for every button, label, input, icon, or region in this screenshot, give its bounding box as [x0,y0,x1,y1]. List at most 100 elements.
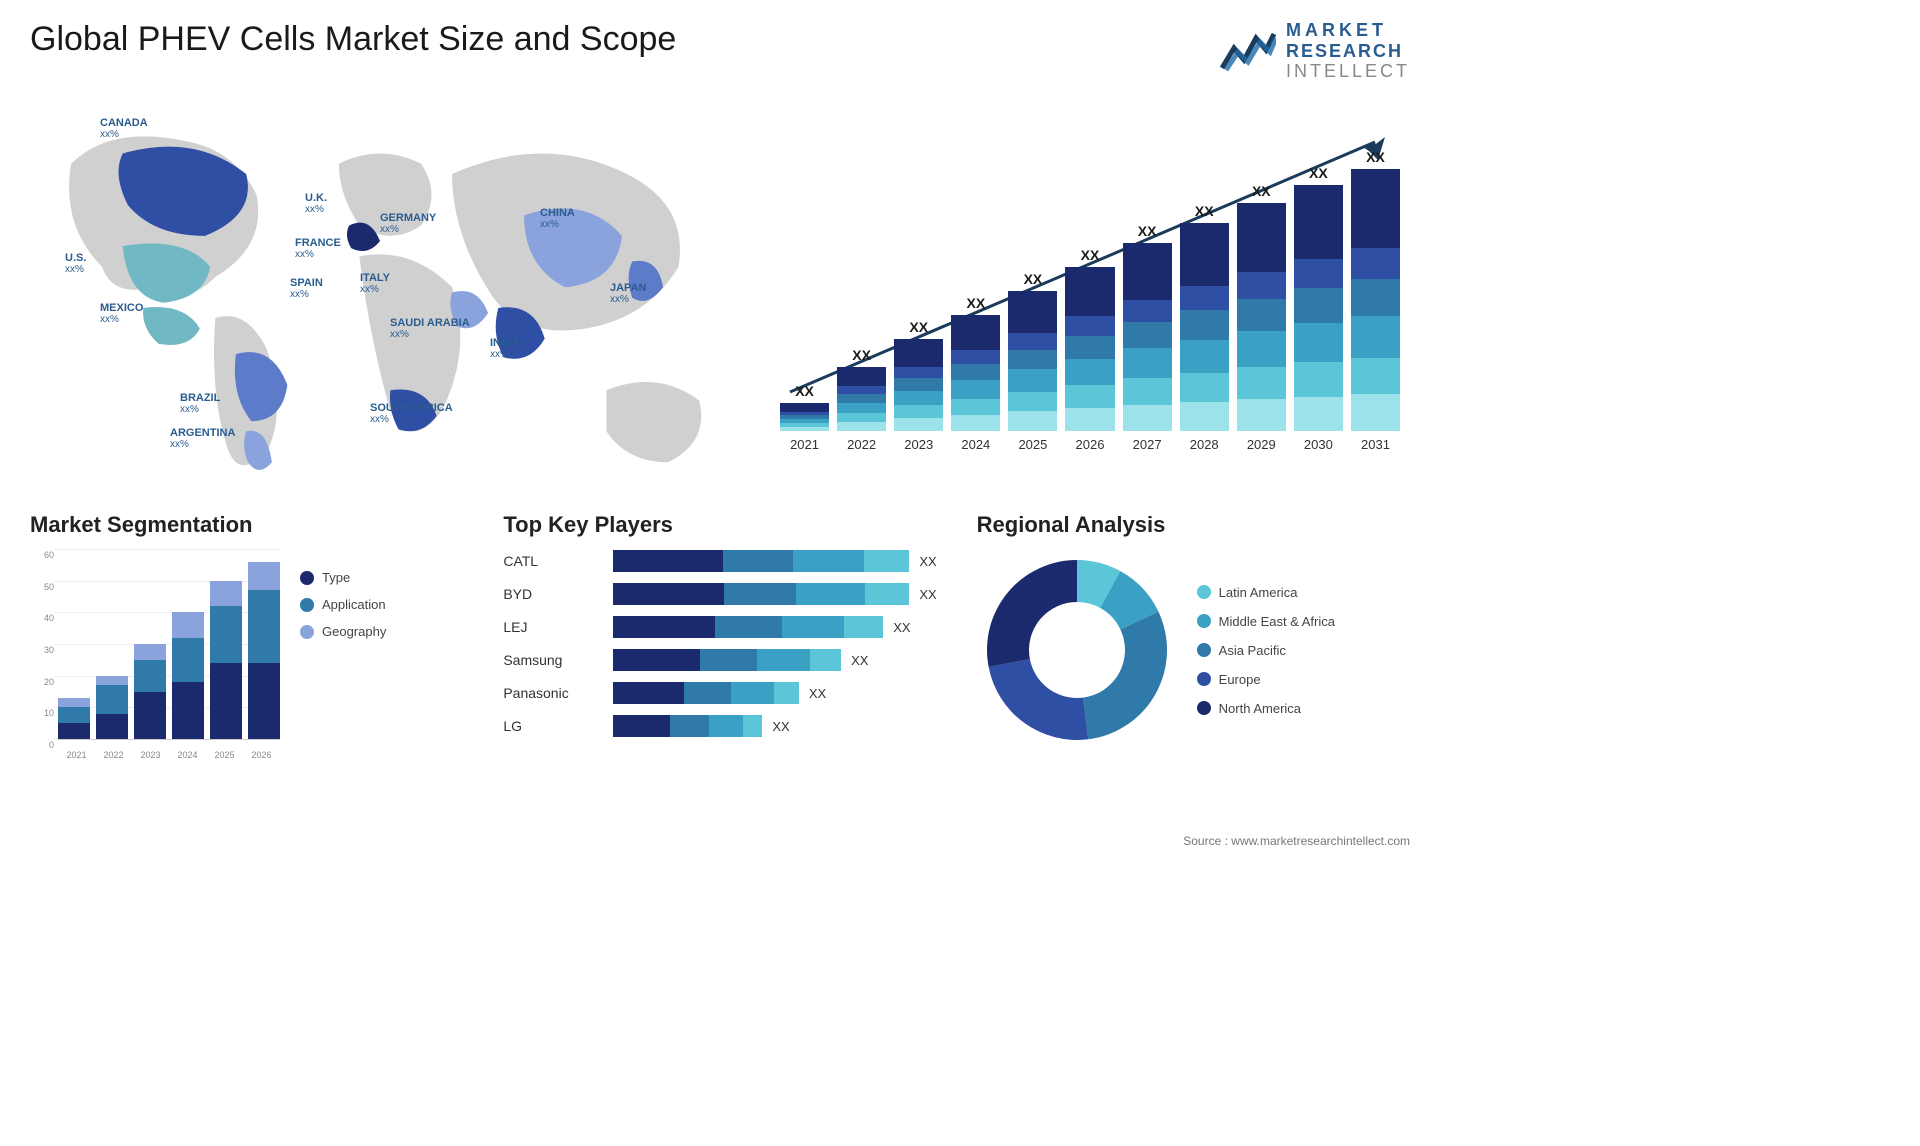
regional-legend-item: North America [1197,701,1335,716]
kp-bar-segment [700,649,756,671]
kp-bar-row: XX [613,715,936,737]
logo-mark-icon [1220,28,1276,74]
seg-x-label: 2026 [243,750,280,760]
kp-bar-row: XX [613,550,936,572]
growth-bar-segment [1065,336,1114,359]
growth-bar-segment [894,378,943,391]
seg-bar-column [134,644,166,739]
logo-text-2: RESEARCH [1286,41,1410,62]
seg-x-label: 2025 [206,750,243,760]
seg-legend-item: Geography [300,624,386,639]
growth-bar-segment [951,415,1000,431]
seg-bar-column [172,612,204,739]
seg-bar-segment [96,685,128,714]
growth-bar-segment [1294,185,1343,259]
key-players-bar-chart: XXXXXXXXXXXX [613,550,936,737]
growth-bar-column: XX2029 [1237,183,1286,452]
seg-bar-segment [210,581,242,606]
map-country-label: FRANCExx% [295,237,341,260]
seg-bar-segment [248,663,280,739]
map-country-label: CANADAxx% [100,117,148,140]
growth-bar-column: XX2023 [894,319,943,452]
seg-bar-segment [58,723,90,739]
kp-bar-value: XX [919,554,936,569]
growth-bar-segment [837,394,886,403]
growth-bar-segment [1351,279,1400,316]
seg-x-label: 2022 [95,750,132,760]
growth-bar-chart: XX2021XX2022XX2023XX2024XX2025XX2026XX20… [770,102,1410,482]
kp-bar-segment [864,550,909,572]
kp-bar-segment [723,550,794,572]
growth-bar-segment [951,350,1000,364]
kp-bar-row: XX [613,616,936,638]
seg-bar-segment [134,660,166,692]
growth-bar-column: XX2026 [1065,247,1114,452]
growth-bar-segment [1065,267,1114,316]
growth-bar-year: 2023 [904,437,933,452]
kp-bar-segment [684,682,732,704]
growth-bar-segment [1237,203,1286,271]
kp-bar-segment [613,616,714,638]
seg-bar-column [96,676,128,739]
growth-bar-segment [1180,223,1229,285]
source-citation: Source : www.marketresearchintellect.com [1183,834,1410,848]
kp-bar-segment [865,583,909,605]
growth-bar-segment [1237,399,1286,431]
kp-bar-segment [709,715,743,737]
growth-bar-segment [1123,378,1172,404]
seg-bar-segment [172,638,204,682]
growth-bar-year: 2025 [1018,437,1047,452]
seg-bar-segment [134,644,166,660]
growth-bar-value: XX [1138,223,1157,239]
map-country-label: JAPANxx% [610,282,646,305]
kp-bar-segment [793,550,864,572]
key-players-heading: Top Key Players [503,512,936,538]
growth-bar-segment [1351,248,1400,279]
growth-bar-segment [1237,299,1286,331]
seg-y-tick: 10 [44,708,54,718]
seg-bar-segment [58,698,90,708]
growth-bar-year: 2026 [1076,437,1105,452]
growth-bar-segment [1180,286,1229,311]
seg-y-tick: 40 [44,613,54,623]
growth-bar-segment [1123,300,1172,323]
growth-bar-column: XX2021 [780,383,829,452]
seg-bar-segment [172,682,204,739]
kp-bar-segment [613,583,724,605]
seg-bar-segment [210,606,242,663]
growth-bar-segment [837,386,886,394]
map-country-label: SOUTH AFRICAxx% [370,402,453,425]
growth-bar-segment [951,399,1000,415]
kp-player-label: Panasonic [503,682,593,704]
seg-bar-segment [96,714,128,739]
growth-bar-segment [780,427,829,431]
growth-bar-column: XX2030 [1294,165,1343,452]
kp-bar-segment [670,715,709,737]
growth-bar-segment [1180,402,1229,431]
key-players-panel: Top Key Players CATLBYDLEJSamsungPanason… [503,512,936,760]
segmentation-panel: Market Segmentation 0102030405060 202120… [30,512,463,760]
regional-legend: Latin AmericaMiddle East & AfricaAsia Pa… [1197,585,1335,716]
growth-bar-segment [837,413,886,422]
kp-bar-row: XX [613,682,936,704]
kp-bar-value: XX [919,587,936,602]
map-country-label: MEXICOxx% [100,302,143,325]
seg-legend-item: Application [300,597,386,612]
growth-bar-value: XX [966,295,985,311]
seg-y-tick: 60 [44,550,54,560]
regional-legend-item: Europe [1197,672,1335,687]
growth-bar-year: 2021 [790,437,819,452]
logo-text-3: INTELLECT [1286,61,1410,82]
growth-bar-segment [1008,291,1057,333]
growth-bar-segment [894,418,943,431]
growth-bar-segment [837,422,886,431]
regional-donut-chart [977,550,1177,750]
donut-slice [987,560,1077,667]
growth-bar-year: 2029 [1247,437,1276,452]
segmentation-legend: TypeApplicationGeography [300,550,386,760]
growth-bar-column: XX2024 [951,295,1000,452]
page-title: Global PHEV Cells Market Size and Scope [30,20,676,59]
growth-bar-segment [780,403,829,411]
kp-bar-segment [774,682,799,704]
growth-bar-year: 2028 [1190,437,1219,452]
